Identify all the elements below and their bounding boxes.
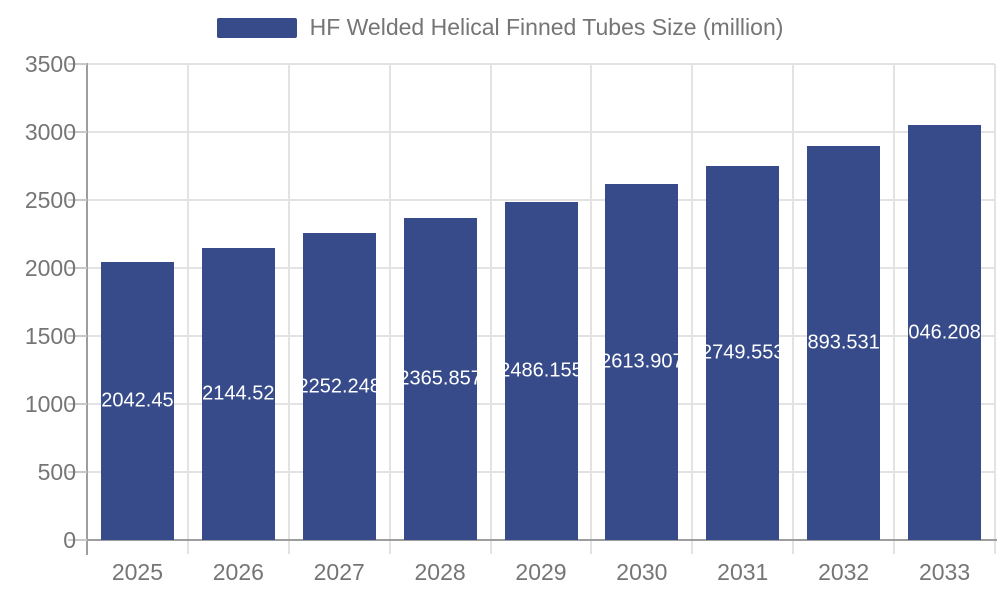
x-tick-label: 2028 (414, 559, 466, 585)
gridline-horizontal (87, 62, 995, 65)
bar-2033[interactable]: 3046.2086 (908, 125, 982, 540)
bar-2029[interactable]: 2486.155 (504, 201, 578, 540)
x-tick-label: 2025 (111, 559, 164, 585)
bar-2025[interactable]: 2042.45 (100, 261, 174, 540)
gridline-vertical (994, 63, 996, 554)
y-tick-label: 3000 (24, 118, 76, 145)
bar-value-label: 2252.248 (302, 375, 376, 398)
y-tick-label: 1000 (24, 390, 76, 417)
bar-value-label: 2144.52 (202, 382, 275, 405)
gridline-vertical (590, 63, 593, 554)
y-axis-line (86, 63, 88, 555)
bar-2027[interactable]: 2252.248 (302, 233, 376, 540)
gridline-vertical (489, 63, 492, 554)
bar-2031[interactable]: 2749.553 (706, 165, 780, 540)
y-tick-label: 500 (37, 458, 76, 485)
y-tick-mark (68, 130, 87, 133)
legend-item[interactable]: HF Welded Helical Finned Tubes Size (mil… (0, 14, 1000, 41)
gridline-horizontal (87, 198, 995, 201)
y-tick-mark (68, 402, 87, 405)
y-tick-label: 1500 (24, 322, 76, 349)
gridline-vertical (691, 63, 694, 554)
gridline-vertical (287, 63, 290, 554)
y-tick-mark (68, 539, 87, 541)
y-tick-label: 3500 (24, 50, 76, 77)
bar-value-label: 2365.857 (403, 367, 477, 390)
legend-swatch (216, 17, 297, 38)
bar-2026[interactable]: 2144.52 (201, 248, 275, 540)
y-tick-mark (68, 470, 87, 473)
y-tick-label: 2500 (24, 186, 76, 213)
y-tick-label: 2000 (24, 254, 76, 281)
legend-label: HF Welded Helical Finned Tubes Size (mil… (309, 14, 784, 40)
bar-2028[interactable]: 2365.857 (403, 217, 477, 540)
gridline-vertical (186, 63, 189, 554)
bar-2030[interactable]: 2613.907 (605, 184, 679, 540)
x-tick-label: 2032 (818, 559, 870, 585)
x-tick-label: 2026 (212, 559, 264, 585)
y-tick-mark (68, 266, 87, 269)
x-tick-label: 2030 (616, 559, 668, 585)
gridline-vertical (893, 63, 896, 554)
y-tick-mark (68, 198, 87, 201)
x-tick-label: 2031 (717, 559, 769, 585)
bar-value-label: 3046.2086 (908, 321, 981, 344)
y-tick-mark (68, 62, 87, 65)
x-tick-label: 2029 (515, 559, 567, 585)
gridline-vertical (792, 63, 795, 554)
bar-value-label: 2486.155 (504, 359, 578, 382)
x-axis-line (86, 539, 997, 541)
y-tick-mark (68, 334, 87, 337)
y-tick-label: 0 (63, 527, 76, 553)
bar-value-label: 2613.907 (605, 350, 679, 373)
bar-value-label: 2042.45 (101, 389, 174, 412)
gridline-vertical (388, 63, 391, 554)
x-tick-label: 2033 (918, 559, 971, 585)
gridline-horizontal (87, 130, 995, 133)
bar-value-label: 2749.553 (706, 341, 780, 364)
x-tick-label: 2027 (313, 559, 365, 585)
bar-value-label: 2893.5316 (807, 331, 880, 354)
bar-2032[interactable]: 2893.5316 (807, 146, 881, 540)
